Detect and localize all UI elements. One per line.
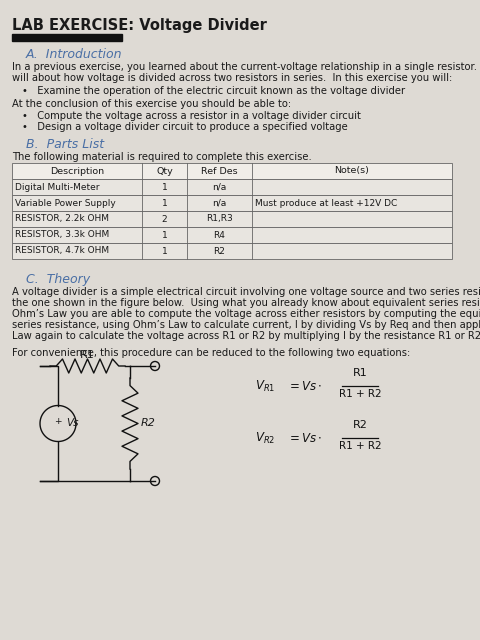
Text: R1 + R2: R1 + R2: [339, 389, 381, 399]
Text: n/a: n/a: [212, 198, 227, 207]
Text: $V_{R2}$: $V_{R2}$: [255, 431, 275, 445]
Text: C.  Theory: C. Theory: [26, 273, 90, 286]
Bar: [12, 227, 452, 243]
Text: In a previous exercise, you learned about the current-voltage relationship in a : In a previous exercise, you learned abou…: [12, 62, 480, 72]
Text: Ref Des: Ref Des: [201, 166, 238, 175]
Bar: [12, 34, 122, 41]
Bar: [12, 163, 452, 179]
Text: series resistance, using Ohm’s Law to calculate current, I by dividing Vs by Req: series resistance, using Ohm’s Law to ca…: [12, 320, 480, 330]
Text: •   Design a voltage divider circuit to produce a specified voltage: • Design a voltage divider circuit to pr…: [22, 122, 348, 132]
Bar: [12, 195, 452, 211]
Bar: [12, 211, 452, 227]
Text: •   Examine the operation of the electric circuit known as the voltage divider: • Examine the operation of the electric …: [22, 86, 405, 96]
Text: R1: R1: [80, 350, 95, 360]
Text: n/a: n/a: [212, 182, 227, 191]
Text: Must produce at least +12V DC: Must produce at least +12V DC: [255, 198, 397, 207]
Bar: [12, 179, 452, 195]
Text: Note(s): Note(s): [335, 166, 370, 175]
Text: R1: R1: [353, 368, 367, 378]
Text: R4: R4: [214, 230, 226, 239]
Text: Law again to calculate the voltage across R1 or R2 by multiplying I by the resis: Law again to calculate the voltage acros…: [12, 331, 480, 341]
Circle shape: [151, 477, 159, 486]
Text: will about how voltage is divided across two resistors in series.  In this exerc: will about how voltage is divided across…: [12, 73, 452, 83]
Text: 1: 1: [162, 198, 168, 207]
Bar: [12, 243, 452, 259]
Text: 1: 1: [162, 230, 168, 239]
Text: 2: 2: [162, 214, 168, 223]
Text: 1: 1: [162, 182, 168, 191]
Text: The following material is required to complete this exercise.: The following material is required to co…: [12, 152, 312, 162]
Text: the one shown in the figure below.  Using what you already know about equivalent: the one shown in the figure below. Using…: [12, 298, 480, 308]
Text: A voltage divider is a simple electrical circuit involving one voltage source an: A voltage divider is a simple electrical…: [12, 287, 480, 297]
Text: Qty: Qty: [156, 166, 173, 175]
Circle shape: [151, 362, 159, 371]
Text: $= Vs \cdot$: $= Vs \cdot$: [287, 431, 323, 445]
Text: LAB EXERCISE: Voltage Divider: LAB EXERCISE: Voltage Divider: [12, 18, 267, 33]
Text: B.  Parts List: B. Parts List: [26, 138, 104, 151]
Text: Variable Power Supply: Variable Power Supply: [15, 198, 116, 207]
Text: R1,R3: R1,R3: [206, 214, 233, 223]
Text: RESISTOR, 3.3k OHM: RESISTOR, 3.3k OHM: [15, 230, 109, 239]
Text: +: +: [54, 417, 61, 426]
Text: R1 + R2: R1 + R2: [339, 441, 381, 451]
Text: For convenience, this procedure can be reduced to the following two equations:: For convenience, this procedure can be r…: [12, 348, 410, 358]
Text: A.  Introduction: A. Introduction: [26, 48, 122, 61]
Text: At the conclusion of this exercise you should be able to:: At the conclusion of this exercise you s…: [12, 99, 291, 109]
Text: $= Vs \cdot$: $= Vs \cdot$: [287, 380, 323, 392]
Text: R2: R2: [141, 419, 156, 429]
Text: $V_{R1}$: $V_{R1}$: [255, 378, 275, 394]
Text: Digital Multi-Meter: Digital Multi-Meter: [15, 182, 99, 191]
Text: Description: Description: [50, 166, 104, 175]
Text: R2: R2: [214, 246, 226, 255]
Text: •   Compute the voltage across a resistor in a voltage divider circuit: • Compute the voltage across a resistor …: [22, 111, 361, 121]
Text: RESISTOR, 4.7k OHM: RESISTOR, 4.7k OHM: [15, 246, 109, 255]
Text: Vs: Vs: [66, 419, 79, 429]
Text: 1: 1: [162, 246, 168, 255]
Text: Ohm’s Law you are able to compute the voltage across either resistors by computi: Ohm’s Law you are able to compute the vo…: [12, 309, 480, 319]
Text: RESISTOR, 2.2k OHM: RESISTOR, 2.2k OHM: [15, 214, 109, 223]
Text: R2: R2: [353, 420, 367, 430]
